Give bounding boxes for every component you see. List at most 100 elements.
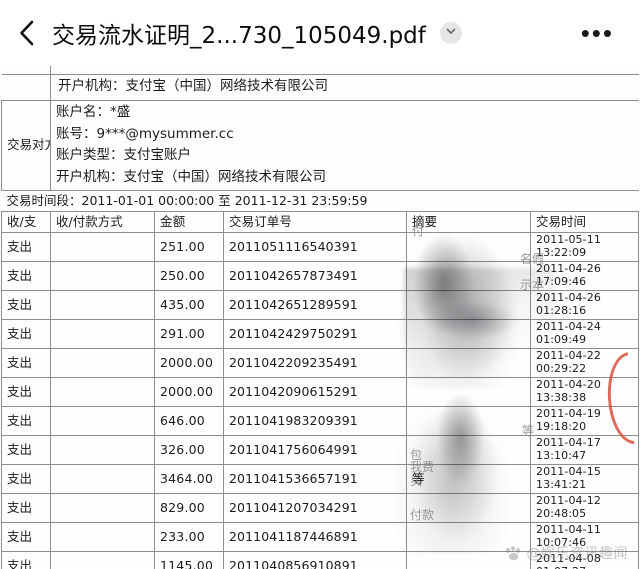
chevron-left-icon — [18, 19, 35, 47]
cell-clock: 10:07:46 — [536, 535, 587, 549]
cell-memo: 等 — [406, 463, 531, 494]
cell-date: 2011-04-26 — [536, 262, 601, 276]
counterparty-institution: 开户机构：支付宝（中国）网络技术有限公司 — [56, 169, 326, 186]
pdf-page-viewport[interactable]: 账户类型：支付宝账户 开户机构：支付宝（中国）网络技术有限公司 交易对方 账户名… — [0, 66, 640, 569]
cell-clock: 13:10:47 — [536, 448, 587, 462]
table-row: 支出 233.00 2011041187446891 2011-04-11 10:07:… — [1, 521, 639, 552]
cell-order: 2011040856910891 — [223, 550, 407, 569]
cell-clock: 13:22:09 — [536, 246, 587, 260]
chevron-down-icon — [445, 24, 457, 42]
cell-date: 2011-04-26 — [536, 291, 601, 305]
cell-method — [50, 261, 155, 292]
cell-clock: 20:48:05 — [536, 506, 587, 520]
cell-clock: 13:38:38 — [536, 391, 587, 405]
counterparty-label: 交易对方 — [1, 99, 51, 192]
cell-time: 2011-04-19 19:18:20 — [530, 406, 639, 436]
cell-amount: 3464.00 — [154, 463, 224, 494]
cell-io: 支出 — [1, 232, 51, 263]
cell-order: 2011042429750291 — [223, 319, 407, 350]
period-row: 交易时间段：2011-01-01 00:00:00 至 2011-12-31 2… — [1, 190, 639, 213]
pdf-document: 账户类型：支付宝账户 开户机构：支付宝（中国）网络技术有限公司 交易对方 账户名… — [0, 66, 640, 569]
cell-order: 2011041983209391 — [223, 406, 407, 436]
cell-memo — [406, 319, 531, 350]
clipped-top-row: 账户类型：支付宝账户 — [1, 66, 639, 76]
cell-date: 2011-04-08 — [536, 551, 601, 565]
counterparty-row: 交易对方 账户名：*盛 账号：9***@mysummer.cc 账户类型：支付宝… — [1, 99, 639, 192]
cell-io: 支出 — [1, 521, 51, 552]
table-row: 支出 646.00 2011041983209391 2011-04-19 19:18:… — [1, 406, 639, 436]
table-row: 支出 435.00 2011042651289591 2011-04-26 01:28:… — [1, 290, 639, 321]
cell-order: 2011041756064991 — [223, 434, 407, 465]
col-header-io: 收/支 — [1, 211, 51, 234]
cell-order: 2011041536657191 — [223, 463, 407, 494]
cell-io: 支出 — [1, 319, 51, 350]
table-header-row: 收/支 收/付款方式 金额 交易订单号 摘要 交易时间 — [1, 211, 639, 234]
col-header-memo: 摘要 — [406, 211, 531, 234]
cell-date: 2011-04-15 — [536, 464, 601, 478]
cell-io: 支出 — [1, 290, 51, 321]
cell-amount: 326.00 — [154, 434, 224, 465]
table-body: 支出 251.00 2011051116540391 2011-05-11 13:22:… — [1, 232, 639, 569]
cell-order: 2011042090615291 — [223, 377, 407, 407]
cell-time: 2011-04-0801:07:27 — [530, 550, 639, 569]
cell-time: 2011-04-22 00:29:22 — [530, 348, 639, 379]
cell-time: 2011-04-26 01:28:16 — [530, 290, 639, 321]
issuer-spacer — [1, 74, 51, 101]
cell-method — [50, 406, 155, 436]
cell-time: 2011-04-12 20:48:05 — [530, 492, 639, 523]
cell-io: 支出 — [1, 348, 51, 379]
cell-order: 2011042209235491 — [223, 348, 407, 379]
cell-date: 2011-04-22 — [536, 349, 601, 363]
more-options-button[interactable]: ••• — [581, 0, 614, 78]
cell-method — [50, 290, 155, 321]
cell-memo — [406, 492, 531, 523]
cell-amount: 829.00 — [154, 492, 224, 523]
cell-io: 支出 — [1, 406, 51, 436]
cell-memo — [406, 232, 531, 263]
cell-clock: 00:29:22 — [536, 362, 587, 376]
cell-date: 2011-04-17 — [536, 435, 601, 449]
cell-memo — [406, 377, 531, 407]
counterparty-account-name: 账户名：*盛 — [56, 103, 131, 120]
title-dropdown-button[interactable] — [439, 22, 462, 44]
cell-method — [50, 232, 155, 263]
col-header-amount: 金额 — [154, 211, 224, 234]
counterparty-details: 账户名：*盛 账号：9***@mysummer.cc 账户类型：支付宝账户 开户… — [50, 99, 639, 192]
cell-clock: 19:18:20 — [536, 419, 587, 433]
clipped-spacer — [1, 66, 51, 76]
cell-time: 2011-05-11 13:22:09 — [530, 232, 639, 263]
cell-method — [50, 492, 155, 523]
cell-memo — [406, 521, 531, 552]
table-row: 支出 251.00 2011051116540391 2011-05-11 13:22:… — [1, 232, 639, 263]
cell-date: 2011-05-11 — [536, 233, 601, 247]
cell-io: 支出 — [1, 434, 51, 465]
cell-amount: 251.00 — [154, 232, 224, 263]
back-button[interactable] — [0, 0, 52, 66]
cell-method — [50, 550, 155, 569]
cell-method — [50, 521, 155, 552]
cell-clock: 01:28:16 — [536, 304, 587, 318]
cell-order: 2011041187446891 — [223, 521, 407, 552]
cell-date: 2011-04-24 — [536, 320, 601, 334]
table-row: 支出 250.00 2011042657873491 2011-04-26 17:09:… — [1, 261, 639, 292]
cell-amount: 291.00 — [154, 319, 224, 350]
table-row: 支出 2000.00 2011042209235491 2011-04-22 00:29… — [1, 348, 639, 379]
page-title: 交易流水证明_2...730_105049.pdf — [52, 23, 426, 49]
statement-table: 账户类型：支付宝账户 开户机构：支付宝（中国）网络技术有限公司 交易对方 账户名… — [1, 66, 639, 569]
cell-memo — [406, 550, 531, 569]
cell-order: 2011042651289591 — [223, 290, 407, 321]
cell-time: 2011-04-20 13:38:38 — [530, 377, 639, 407]
cell-date: 2011-04-12 — [536, 493, 601, 507]
cell-method — [50, 319, 155, 350]
cell-date: 2011-04-19 — [536, 407, 601, 420]
cell-amount: 2000.00 — [154, 377, 224, 407]
cell-method — [50, 463, 155, 494]
cell-memo — [406, 406, 531, 436]
counterparty-account-no: 账号：9***@mysummer.cc — [56, 125, 234, 142]
col-header-order: 交易订单号 — [223, 211, 407, 234]
cell-order: 2011042657873491 — [223, 261, 407, 292]
more-horizontal-icon: ••• — [580, 18, 614, 48]
cell-time: 2011-04-17 13:10:47 — [530, 434, 639, 465]
table-row: 支出 829.00 2011041207034291 2011-04-12 20:48:… — [1, 492, 639, 523]
table-row: 支出 326.00 2011041756064991 2011-04-17 13:10:… — [1, 434, 639, 465]
